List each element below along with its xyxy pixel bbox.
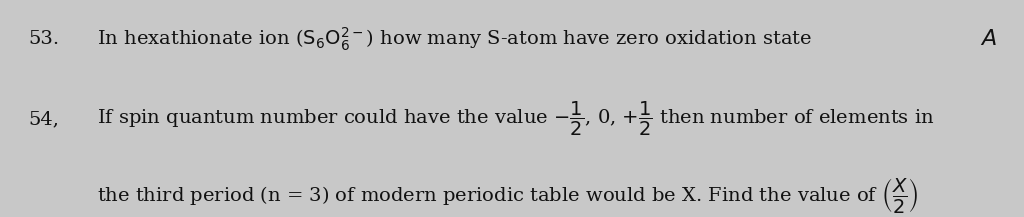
Text: 53.: 53. <box>29 30 59 48</box>
Text: the third period (n = 3) of modern periodic table would be X. Find the value of : the third period (n = 3) of modern perio… <box>97 176 919 215</box>
Text: In hexathionate ion ($\mathrm{S_6O_6^{2-}}$) how many S-atom have zero oxidation: In hexathionate ion ($\mathrm{S_6O_6^{2-… <box>97 25 812 53</box>
Text: $\mathit{A}$: $\mathit{A}$ <box>980 28 996 50</box>
Text: 54,: 54, <box>29 110 59 128</box>
Text: If spin quantum number could have the value $-\dfrac{1}{2}$, 0, $+\dfrac{1}{2}$ : If spin quantum number could have the va… <box>97 100 935 138</box>
